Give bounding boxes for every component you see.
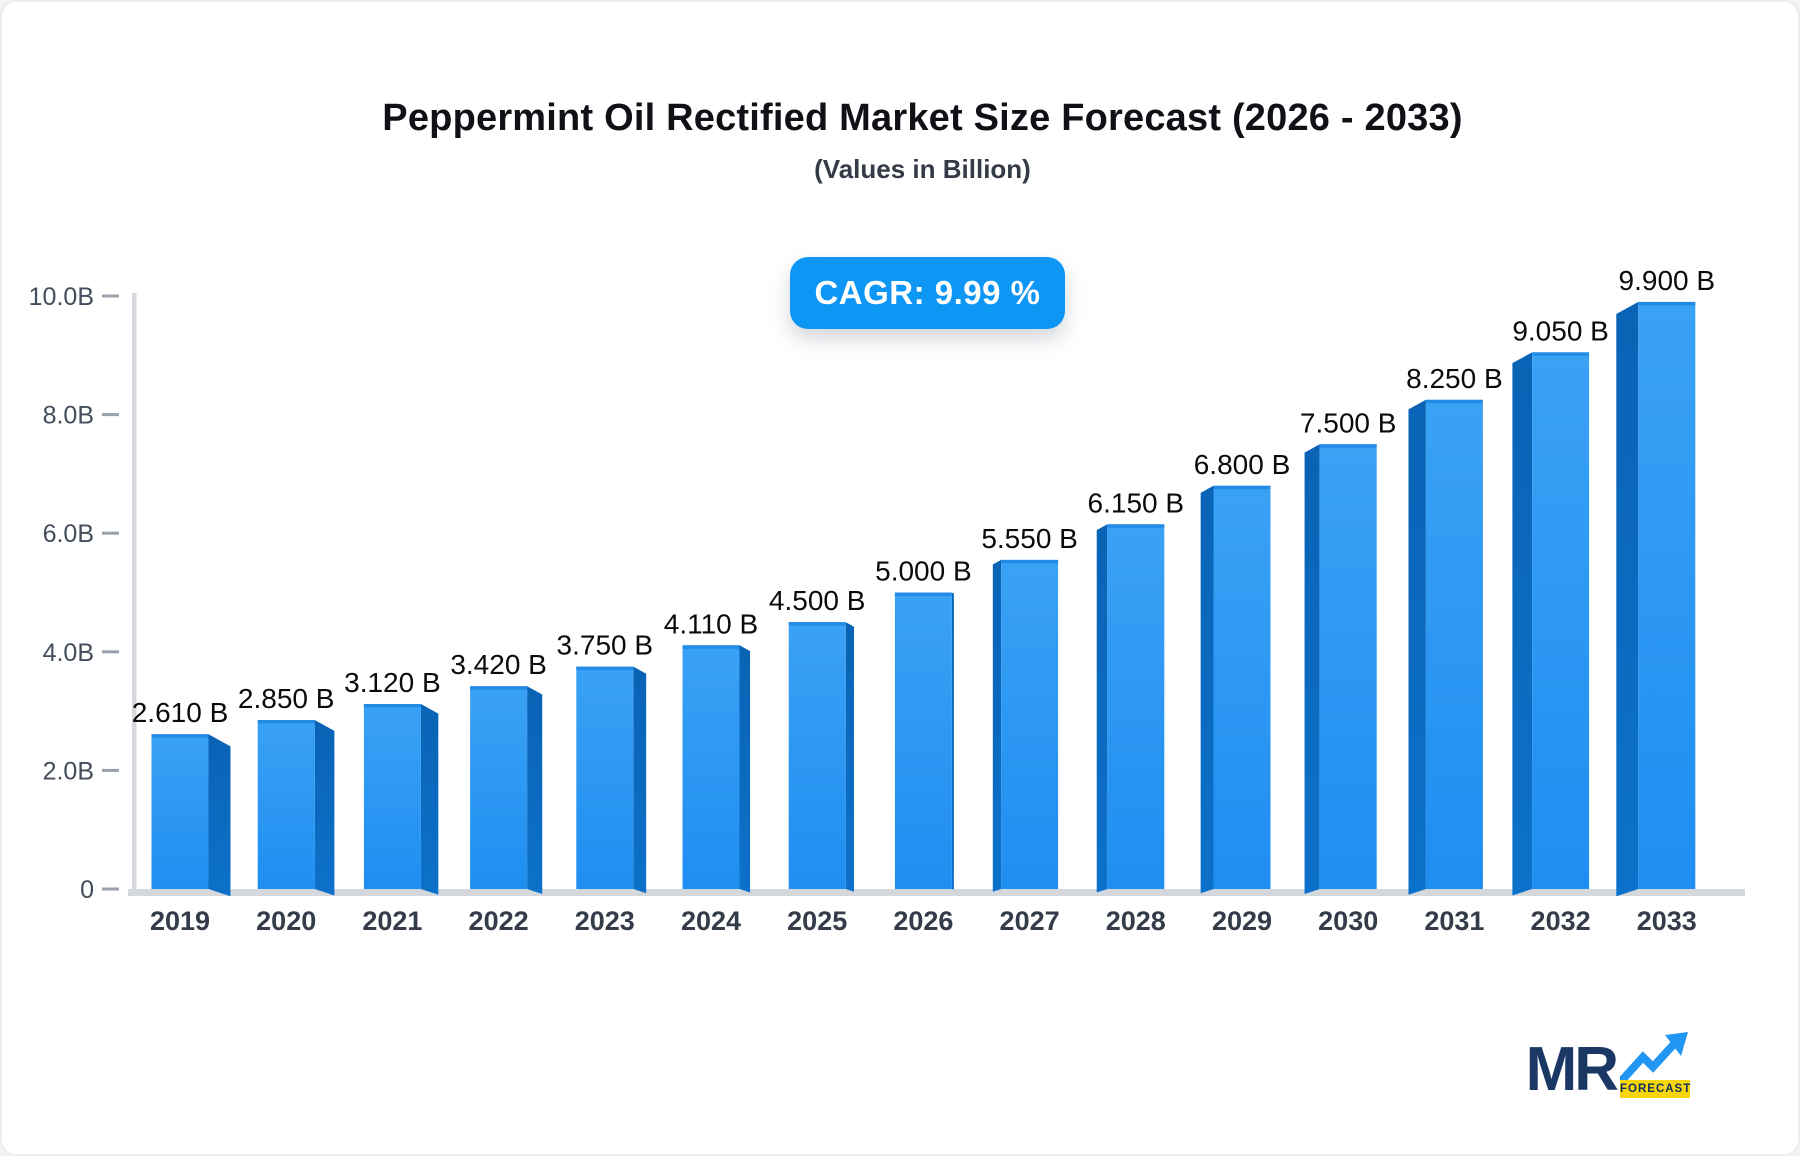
y-tick-label: 2.0B [43,757,94,785]
value-label-2031: 8.250 B [1406,363,1503,394]
bar-front-face-2033 [1638,301,1696,889]
value-label-2026: 5.000 B [875,556,972,587]
value-label-2025: 4.500 B [769,585,866,616]
cagr-badge: CAGR: 9.99 % [790,257,1065,329]
x-category-label-2029: 2029 [1212,906,1272,936]
trend-arrow-icon [1620,1032,1688,1082]
y-tick-dash [102,887,119,891]
x-category-label-2020: 2020 [256,906,316,936]
y-tick-label: 10.0B [29,283,94,311]
x-category-label-2031: 2031 [1424,906,1484,936]
x-category-label-2028: 2028 [1106,906,1166,936]
bar-top-edge-2020 [257,719,315,724]
value-label-2019: 2.610 B [132,697,229,728]
value-label-2020: 2.850 B [238,683,335,714]
bar-front-face-2031 [1425,399,1483,889]
bar-top-edge-2027 [1001,559,1059,564]
bar-top-edge-2022 [470,686,528,690]
x-category-label-2022: 2022 [469,906,529,936]
mrforecast-logo: MR FORECAST [1525,1032,1690,1104]
bar-front-face-2023 [576,666,634,889]
bar-side-face-2030 [1304,444,1320,894]
x-category-label-2024: 2024 [681,906,741,936]
bar-top-edge-2025 [788,622,846,626]
x-category-label-2030: 2030 [1318,906,1378,936]
y-tick-dash [102,650,119,654]
x-category-label-2032: 2032 [1531,906,1591,936]
bar-side-face-2028 [1096,524,1108,893]
bar-front-face-2029 [1213,485,1271,889]
bar-side-face-2019 [208,734,231,897]
bar-side-face-2032 [1512,352,1533,896]
bar-front-face-2022 [470,686,528,889]
value-label-2029: 6.800 B [1194,449,1291,480]
bar-front-face-2024 [682,645,740,889]
y-tick-label: 6.0B [43,520,94,548]
bar-side-face-2022 [527,686,543,894]
y-tick-dash [102,531,119,535]
bar-top-edge-2030 [1319,444,1377,448]
logo-mr-text: MR [1525,1035,1619,1104]
bar-front-face-2032 [1532,352,1590,890]
bar-top-edge-2029 [1213,485,1271,490]
bar-top-edge-2023 [576,666,634,671]
value-label-2033: 9.900 B [1619,265,1716,296]
bar-side-face-2027 [992,559,1002,892]
x-category-label-2026: 2026 [893,906,953,936]
value-label-2030: 7.500 B [1300,407,1397,438]
value-label-2022: 3.420 B [450,649,547,680]
value-label-2032: 9.050 B [1512,315,1609,346]
bar-top-edge-2026 [894,592,952,596]
bar-side-face-2033 [1616,301,1639,897]
bar-side-face-2026 [951,592,954,890]
bar-front-face-2019 [151,734,209,889]
bar-front-face-2020 [257,719,315,889]
bar-side-face-2024 [739,645,751,893]
x-category-label-2021: 2021 [362,906,422,936]
value-label-2021: 3.120 B [344,667,441,698]
bar-top-edge-2024 [682,645,740,649]
bar-front-face-2021 [363,703,421,889]
y-tick-dash [102,294,119,298]
x-axis-baseline [128,889,1745,896]
y-tick-dash [102,768,119,772]
x-category-label-2025: 2025 [787,906,847,936]
bar-front-face-2027 [1001,559,1059,889]
x-category-label-2023: 2023 [575,906,635,936]
value-label-2027: 5.550 B [981,523,1078,554]
y-tick-label: 0 [80,876,94,904]
x-category-label-2033: 2033 [1637,906,1697,936]
bar-top-edge-2021 [363,703,421,708]
bar-front-face-2030 [1319,444,1377,889]
value-label-2024: 4.110 B [664,608,758,639]
bar-front-face-2026 [894,592,952,889]
bar-side-face-2020 [314,719,335,896]
bar-front-face-2025 [788,622,846,889]
cagr-badge-label: CAGR: 9.99 % [814,274,1041,311]
bar-side-face-2031 [1408,399,1426,895]
logo-right-block: FORECAST [1620,1032,1690,1098]
y-axis-line [132,293,137,896]
bar-front-face-2028 [1107,524,1165,889]
bar-side-face-2021 [420,703,439,895]
y-tick-label: 4.0B [43,639,94,667]
bar-top-edge-2019 [151,734,209,738]
bar-top-edge-2032 [1532,352,1590,356]
x-category-label-2019: 2019 [150,906,210,936]
value-label-2023: 3.750 B [557,630,654,661]
value-label-2028: 6.150 B [1088,487,1185,518]
bar-side-face-2029 [1200,485,1214,894]
logo-forecast-text: FORECAST [1620,1080,1690,1098]
x-category-label-2027: 2027 [1000,906,1060,936]
bar-side-face-2025 [845,622,854,892]
bar-top-edge-2031 [1425,399,1483,404]
y-tick-dash [102,413,119,417]
bar-top-edge-2033 [1638,301,1696,306]
bar-top-edge-2028 [1107,524,1165,528]
y-tick-label: 8.0B [43,402,94,430]
bar-side-face-2023 [633,666,647,894]
